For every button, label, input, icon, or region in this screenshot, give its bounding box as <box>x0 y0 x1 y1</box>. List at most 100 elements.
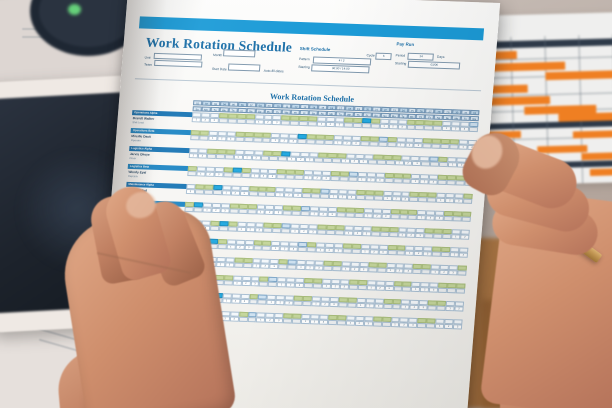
schedule-cell[interactable] <box>230 185 241 191</box>
schedule-cell[interactable] <box>304 278 314 284</box>
shift-number-cell[interactable] <box>293 300 303 307</box>
shift-number-cell[interactable] <box>306 139 316 145</box>
schedule-cell[interactable] <box>417 209 427 216</box>
shift-number-cell[interactable]: 2 <box>188 153 199 159</box>
shift-number-cell[interactable] <box>396 250 406 256</box>
shift-number-cell[interactable]: 1 <box>411 287 421 293</box>
schedule-cell[interactable] <box>306 134 317 140</box>
schedule-cell[interactable] <box>314 260 324 266</box>
shift-number-cell[interactable] <box>312 283 323 289</box>
shift-number-cell[interactable]: 1 <box>400 304 411 310</box>
schedule-cell[interactable] <box>438 282 448 288</box>
shift-number-cell[interactable]: 3 <box>351 141 361 147</box>
schedule-cell[interactable] <box>379 118 390 124</box>
shift-number-cell[interactable] <box>427 305 437 311</box>
schedule-cell[interactable] <box>350 261 360 267</box>
shift-number-cell[interactable]: 1 <box>410 179 421 185</box>
shift-number-cell[interactable] <box>437 180 447 186</box>
schedule-cell[interactable] <box>430 264 441 270</box>
shift-number-cell[interactable] <box>261 137 272 143</box>
schedule-cell[interactable] <box>204 184 214 190</box>
shift-number-cell[interactable] <box>298 121 309 127</box>
shift-number-cell[interactable]: 1 <box>311 301 321 307</box>
schedule-cell[interactable] <box>442 120 452 127</box>
shift-number-cell[interactable] <box>332 266 342 272</box>
schedule-cell[interactable] <box>254 114 264 120</box>
schedule-cell[interactable] <box>469 121 479 127</box>
shift-number-cell[interactable]: 1 <box>315 247 325 253</box>
shift-number-cell[interactable] <box>427 197 437 203</box>
schedule-cell[interactable] <box>269 258 280 264</box>
schedule-cell[interactable] <box>405 137 415 143</box>
schedule-cell[interactable] <box>454 301 465 307</box>
shift-number-cell[interactable] <box>446 180 456 186</box>
schedule-cell[interactable] <box>189 148 199 154</box>
schedule-cell[interactable] <box>336 153 347 159</box>
shift-number-cell[interactable] <box>431 143 441 149</box>
schedule-cell[interactable] <box>311 188 321 194</box>
schedule-cell[interactable] <box>457 265 467 271</box>
shift-number-cell[interactable]: 1 <box>394 160 404 166</box>
schedule-cell[interactable] <box>249 294 259 300</box>
shift-number-cell[interactable]: 3 <box>459 126 470 132</box>
schedule-cell[interactable] <box>279 133 290 139</box>
schedule-cell[interactable] <box>456 283 466 289</box>
schedule-cell[interactable] <box>318 152 328 158</box>
schedule-cell[interactable] <box>406 119 416 125</box>
schedule-cell[interactable] <box>223 275 234 281</box>
schedule-cell[interactable] <box>428 156 439 162</box>
shift-number-cell[interactable]: 1 <box>441 126 452 132</box>
schedule-cell[interactable] <box>383 298 393 304</box>
shift-number-cell[interactable] <box>246 209 257 215</box>
schedule-cell[interactable] <box>326 224 336 230</box>
schedule-cell[interactable] <box>446 175 457 181</box>
shift-number-cell[interactable]: 2 <box>420 287 430 293</box>
shift-number-cell[interactable]: 2 <box>394 268 404 274</box>
schedule-cell[interactable] <box>338 297 348 303</box>
schedule-cell[interactable] <box>280 241 290 247</box>
schedule-cell[interactable] <box>432 246 442 252</box>
shift-number-cell[interactable]: 2 <box>265 317 275 324</box>
shift-number-cell[interactable] <box>388 232 398 238</box>
shift-number-cell[interactable]: 1 <box>382 196 392 202</box>
shift-number-cell[interactable] <box>331 158 342 164</box>
schedule-cell[interactable] <box>333 243 344 249</box>
shift-number-cell[interactable]: 2 <box>318 211 328 217</box>
shift-number-cell[interactable] <box>339 176 349 182</box>
shift-number-cell[interactable] <box>442 234 452 240</box>
shift-number-cell[interactable]: 1 <box>430 269 440 275</box>
schedule-cell[interactable] <box>286 277 296 283</box>
schedule-cell[interactable] <box>298 241 308 247</box>
shift-number-cell[interactable]: 2 <box>425 215 436 221</box>
schedule-cell[interactable] <box>240 293 250 299</box>
schedule-cell[interactable] <box>451 229 461 235</box>
shift-number-cell[interactable]: 1 <box>303 175 313 181</box>
schedule-cell[interactable] <box>262 150 273 156</box>
shift-number-cell[interactable]: 1 <box>340 266 351 272</box>
schedule-cell[interactable] <box>226 131 236 137</box>
schedule-cell[interactable] <box>275 295 286 301</box>
schedule-cell[interactable] <box>243 257 253 263</box>
shift-number-cell[interactable]: 2 <box>312 175 322 181</box>
shift-number-cell[interactable] <box>247 317 257 323</box>
shift-number-cell[interactable] <box>463 198 473 204</box>
schedule-cell[interactable] <box>381 208 391 214</box>
schedule-cell[interactable] <box>244 149 255 156</box>
shift-number-cell[interactable]: 2 <box>460 234 470 240</box>
shift-number-cell[interactable] <box>199 135 209 141</box>
schedule-cell[interactable] <box>310 314 320 320</box>
schedule-cell[interactable] <box>294 169 305 175</box>
shift-number-cell[interactable]: 2 <box>299 229 309 235</box>
shift-number-cell[interactable] <box>236 119 246 125</box>
shift-number-cell[interactable] <box>291 210 302 216</box>
shift-number-cell[interactable]: 1 <box>208 136 218 142</box>
shift-number-cell[interactable] <box>272 228 282 234</box>
shift-number-cell[interactable]: 3 <box>415 233 425 239</box>
shift-number-cell[interactable] <box>468 127 479 133</box>
shift-number-cell[interactable] <box>187 171 197 177</box>
schedule-cell[interactable] <box>347 297 357 303</box>
shift-number-cell[interactable] <box>372 321 382 327</box>
shift-number-cell[interactable]: 1 <box>270 138 280 144</box>
shift-number-cell[interactable]: 1 <box>451 234 461 240</box>
schedule-cell[interactable] <box>199 130 209 136</box>
